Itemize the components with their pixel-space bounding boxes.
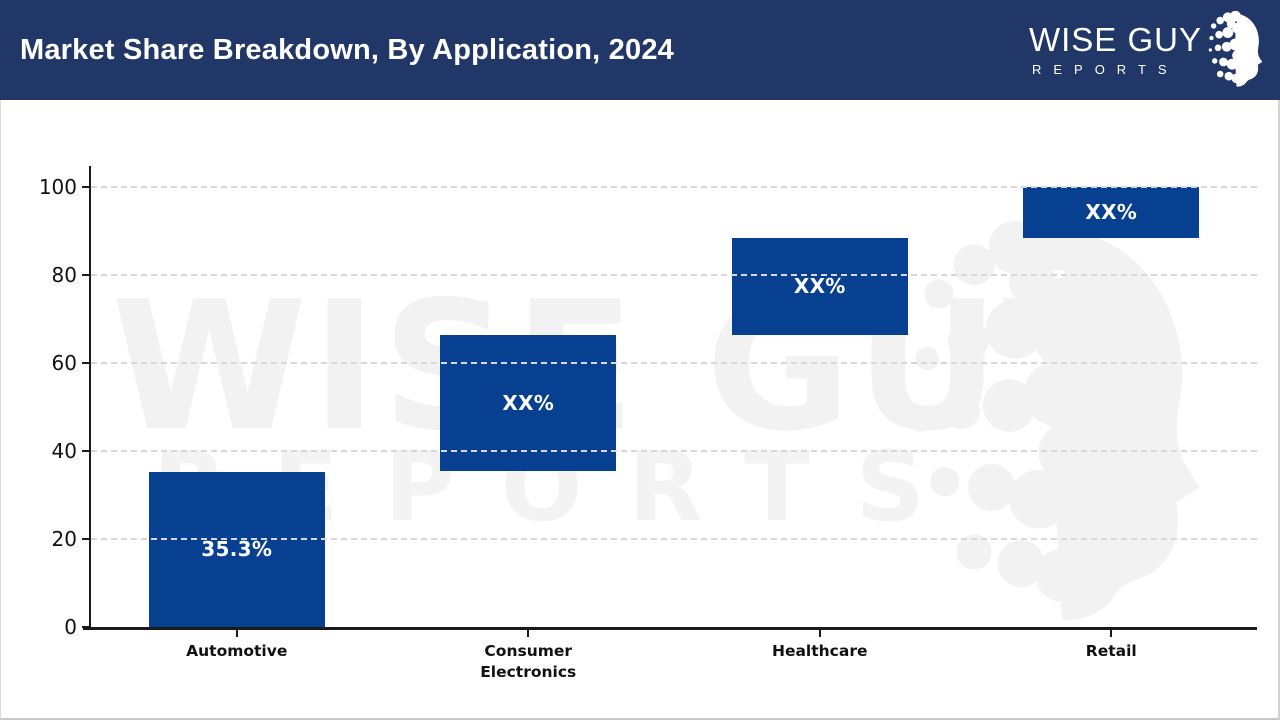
brand-logo-text: WISE GUY REPORTS <box>1029 23 1202 77</box>
y-tick-100 <box>82 185 91 188</box>
y-axis-line <box>89 166 91 629</box>
bar-healthcare: XX% <box>731 238 908 335</box>
page-title: Market Share Breakdown, By Application, … <box>20 33 674 66</box>
x-axis-label-retail: Retail <box>1085 642 1137 660</box>
x-tick-3 <box>818 630 821 637</box>
y-tick-label-60: 60 <box>51 350 77 375</box>
brand-logo: WISE GUY REPORTS <box>1029 11 1266 89</box>
gridline-100 <box>91 185 1257 188</box>
chart-canvas: WISE GUY REPORTS 0 20 40 60 80 100 35.3% XX% XX… <box>0 100 1280 720</box>
x-tick-1 <box>235 630 238 637</box>
bar-consumer-electronics: XX% <box>440 334 617 472</box>
x-axis-line <box>83 627 1257 630</box>
y-tick-80 <box>82 273 91 276</box>
gridline-20 <box>91 537 1257 540</box>
y-tick-60 <box>82 361 91 364</box>
bar-retail: XX% <box>1023 186 1200 238</box>
y-tick-20 <box>82 537 91 540</box>
x-axis-label-consumer-electronics: Consumer Electronics <box>480 642 577 681</box>
bar-automotive: 35.3% <box>148 471 325 627</box>
logo-head-icon <box>1208 11 1263 87</box>
y-tick-label-80: 80 <box>51 262 77 287</box>
bar-value-label: XX% <box>793 274 846 299</box>
x-tick-4 <box>1110 630 1113 637</box>
gridline-40 <box>91 449 1257 452</box>
logo-subtext: REPORTS <box>1031 62 1179 77</box>
x-axis-label-healthcare: Healthcare <box>771 642 868 660</box>
bar-value-label: XX% <box>1085 200 1138 225</box>
header: Market Share Breakdown, By Application, … <box>0 0 1280 100</box>
y-tick-label-40: 40 <box>51 438 77 463</box>
y-tick-label-0: 0 <box>64 615 77 639</box>
logo-wordmark: WISE GUY <box>1028 21 1202 58</box>
gridline-60 <box>91 361 1257 364</box>
y-tick-0 <box>82 626 91 628</box>
bar-value-label: 35.3% <box>201 537 273 562</box>
gridline-80 <box>91 273 1257 276</box>
y-tick-40 <box>82 449 91 452</box>
x-tick-2 <box>527 630 530 637</box>
bar-value-label: XX% <box>502 391 555 416</box>
watermark-head-icon <box>912 218 1200 620</box>
x-axis-label-automotive: Automotive <box>186 642 288 660</box>
y-tick-label-20: 20 <box>51 526 77 551</box>
y-tick-label-100: 100 <box>38 174 77 199</box>
